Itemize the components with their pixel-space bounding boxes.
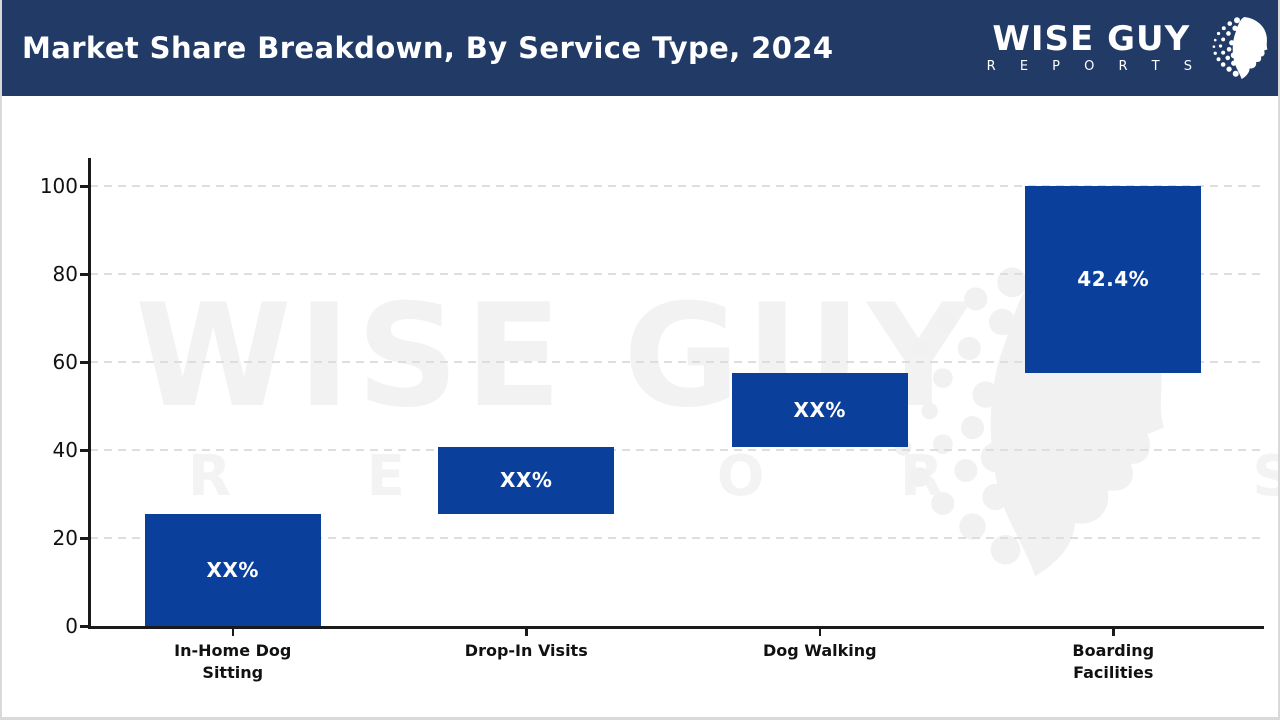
logo-subtext: R E P O R T S	[986, 59, 1202, 75]
bar: 42.4%	[1025, 186, 1202, 373]
y-axis-tick	[80, 185, 90, 188]
chart-area: WISE GUY R E P O R T S 0 20 40 60 80 100 XX% In…	[2, 96, 1278, 717]
y-tick-label: 40	[52, 438, 78, 462]
bar-value-label: XX%	[793, 397, 846, 422]
x-axis-spine	[88, 626, 1264, 629]
y-axis-tick	[80, 449, 90, 452]
x-axis-tick	[818, 628, 822, 636]
y-tick-label: 80	[52, 262, 78, 286]
grid-line	[90, 185, 1264, 187]
y-tick-label: 60	[52, 350, 78, 374]
grid-line	[90, 361, 1264, 363]
bar: XX%	[438, 446, 615, 514]
wiseguy-head-icon	[1206, 8, 1272, 88]
y-axis-spine	[88, 158, 91, 629]
x-axis-tick	[525, 628, 528, 636]
header-bar: Market Share Breakdown, By Service Type,…	[2, 0, 1278, 96]
x-axis-tick	[1112, 628, 1115, 636]
y-axis-tick	[80, 273, 90, 276]
x-axis-tick	[231, 628, 235, 636]
plot: 0 20 40 60 80 100 XX% In-Home Dog Sitting XX% Dro…	[2, 96, 1278, 717]
x-category-label: Drop-In Visits	[464, 641, 588, 660]
x-category-label: Boarding Facilities	[1072, 641, 1155, 682]
bar-value-label: 42.4%	[1077, 267, 1150, 292]
page-title: Market Share Breakdown, By Service Type,…	[22, 31, 834, 65]
bar: XX%	[731, 372, 908, 447]
bar-value-label: XX%	[500, 468, 553, 493]
y-tick-label: 100	[39, 174, 78, 198]
y-axis-tick	[80, 361, 90, 364]
bar-value-label: XX%	[206, 557, 259, 582]
bar: XX%	[144, 513, 321, 626]
grid-line	[90, 273, 1264, 275]
y-axis-tick	[80, 625, 90, 628]
logo-wordmark: WISE GUY	[992, 18, 1191, 59]
y-axis-tick	[80, 537, 90, 540]
x-category-label: Dog Walking	[762, 641, 877, 660]
y-tick-label: 20	[52, 526, 78, 550]
grid-line	[90, 449, 1264, 451]
logo-text: WISE GUY R E P O R T S	[981, 18, 1202, 75]
grid-line	[90, 537, 1264, 539]
wiseguy-logo: WISE GUY R E P O R T S	[981, 6, 1272, 90]
x-category-label: In-Home Dog Sitting	[174, 641, 292, 682]
y-tick-label: 0	[65, 614, 78, 638]
